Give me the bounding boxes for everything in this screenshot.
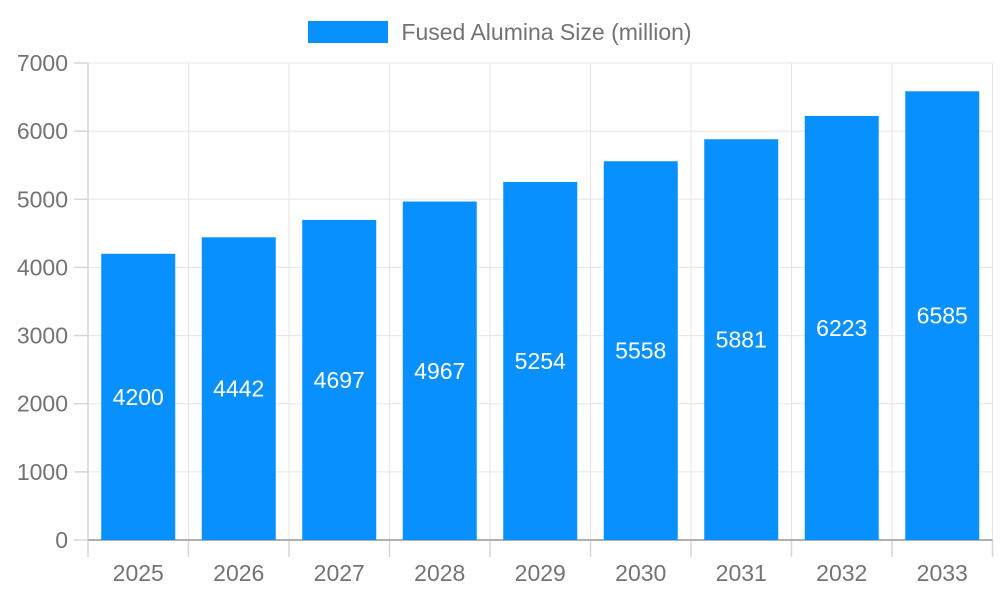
bar-value-label: 4200: [113, 384, 164, 410]
x-tick-label: 2030: [615, 560, 666, 586]
bar-value-label: 4442: [213, 376, 264, 402]
x-tick-label: 2026: [213, 560, 264, 586]
y-tick-label: 6000: [17, 118, 68, 144]
x-tick-label: 2031: [716, 560, 767, 586]
x-tick-label: 2032: [816, 560, 867, 586]
bar-value-label: 4967: [414, 358, 465, 384]
bar-2026[interactable]: [201, 237, 276, 540]
x-tick-label: 2028: [414, 560, 465, 586]
bar-value-label: 5558: [615, 338, 666, 364]
bar-2029[interactable]: [503, 181, 578, 541]
y-tick-label: 3000: [17, 323, 68, 349]
bar-2027[interactable]: [302, 219, 377, 541]
legend-label: Fused Alumina Size (million): [401, 19, 692, 45]
legend[interactable]: Fused Alumina Size (million): [0, 19, 1000, 45]
legend-swatch-icon: [308, 21, 389, 43]
bar-2031[interactable]: [704, 139, 779, 540]
x-tick-label: 2027: [314, 560, 365, 586]
bar-value-label: 5881: [716, 327, 767, 353]
x-tick-label: 2025: [113, 560, 164, 586]
y-tick-label: 2000: [17, 391, 68, 417]
bar-2032[interactable]: [804, 115, 879, 541]
x-tick-label: 2029: [515, 560, 566, 586]
bar-2030[interactable]: [603, 161, 678, 540]
bar-value-label: 6223: [816, 315, 867, 341]
bar-2028[interactable]: [402, 201, 477, 540]
y-tick-label: 1000: [17, 459, 68, 485]
y-tick-label: 7000: [17, 50, 68, 76]
bar-2025[interactable]: [101, 253, 176, 541]
y-tick-label: 4000: [17, 254, 68, 280]
y-tick-label: 0: [55, 527, 68, 553]
bar-value-label: 5254: [515, 348, 566, 374]
bar-value-label: 4697: [314, 367, 365, 393]
x-tick-label: 2033: [917, 560, 968, 586]
y-tick-label: 5000: [17, 186, 68, 212]
bar-2033[interactable]: [905, 91, 980, 540]
bar-value-label: 6585: [917, 303, 968, 329]
